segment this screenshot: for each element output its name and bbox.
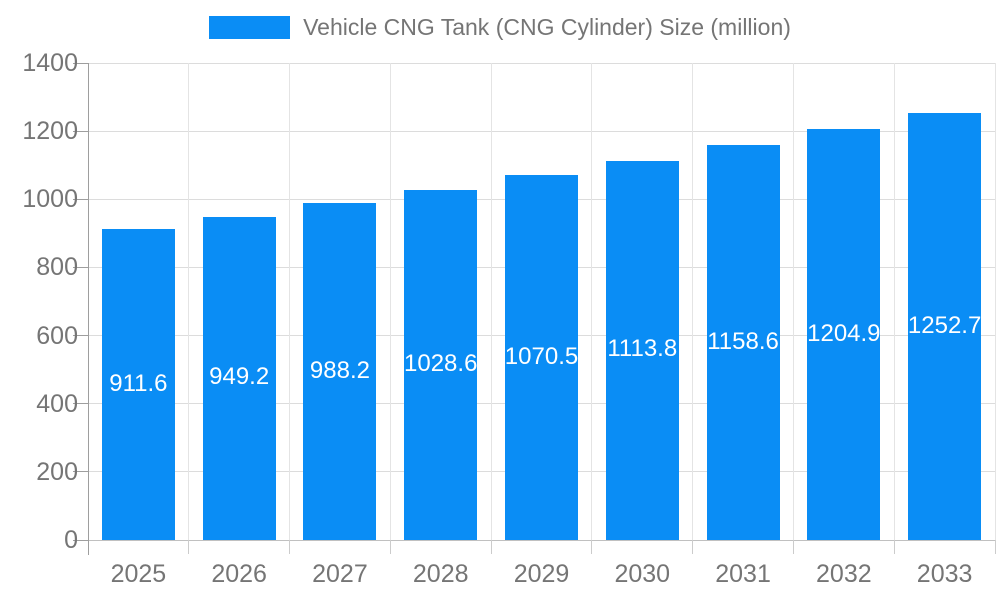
bar-2030[interactable] — [605, 160, 679, 540]
legend[interactable]: Vehicle CNG Tank (CNG Cylinder) Size (mi… — [0, 14, 1000, 41]
y-tick — [73, 471, 88, 473]
bar-2025[interactable] — [101, 229, 175, 540]
bar-2033[interactable] — [908, 113, 982, 540]
legend-label: Vehicle CNG Tank (CNG Cylinder) Size (mi… — [303, 14, 791, 40]
legend-swatch — [209, 16, 291, 39]
bar-value-label: 1204.9 — [807, 319, 881, 347]
y-axis-label: 600 — [36, 321, 78, 350]
x-axis-label: 2025 — [110, 560, 167, 588]
x-tick — [591, 540, 593, 554]
x-tick — [490, 540, 492, 554]
y-tick — [73, 266, 88, 268]
x-axis-label: 2026 — [211, 560, 267, 588]
bar-value-label: 1158.6 — [707, 327, 779, 355]
y-axis-label: 0 — [64, 526, 78, 554]
bar-value-label: 911.6 — [109, 369, 168, 397]
plot-area: 0 200 400 600 800 1000 1200 1400 911.6 2025 949.2 2… — [22, 50, 996, 588]
bar-value-label: 1070.5 — [504, 342, 579, 370]
x-axis-label: 2032 — [816, 560, 872, 588]
y-axis-label: 1200 — [22, 117, 78, 146]
x-gridline — [792, 63, 794, 540]
bar-2032[interactable] — [807, 129, 881, 540]
x-axis-label: 2029 — [513, 560, 570, 588]
y-gridline — [88, 130, 995, 132]
x-axis-label: 2031 — [715, 560, 771, 588]
x-axis-label: 2027 — [312, 560, 368, 588]
y-axis-line — [88, 63, 89, 555]
x-gridline — [188, 63, 190, 540]
bar-2031[interactable] — [706, 145, 780, 540]
x-tick — [289, 540, 291, 554]
x-gridline — [994, 63, 996, 540]
x-gridline — [289, 63, 291, 540]
x-tick — [994, 540, 996, 554]
bar-value-label: 949.2 — [209, 363, 270, 391]
x-axis-label: 2028 — [412, 560, 469, 588]
x-tick — [692, 540, 694, 554]
y-tick — [73, 403, 88, 405]
x-gridline — [490, 63, 492, 540]
y-tick — [73, 539, 88, 541]
x-gridline — [893, 63, 895, 540]
x-axis-label: 2030 — [614, 560, 671, 588]
x-tick — [389, 540, 391, 554]
y-axis-label: 400 — [36, 389, 78, 418]
x-axis-label: 2033 — [916, 560, 973, 588]
y-axis-label: 1000 — [22, 185, 78, 214]
y-axis-label: 800 — [36, 253, 78, 282]
bar-2026[interactable] — [202, 216, 276, 540]
y-gridline — [88, 62, 995, 64]
y-axis-label: 1400 — [22, 49, 78, 77]
x-tick — [893, 540, 895, 554]
bar-value-label: 1113.8 — [607, 335, 678, 363]
x-gridline — [389, 63, 391, 540]
y-tick — [73, 62, 88, 64]
bar-value-label: 988.2 — [309, 356, 370, 384]
y-axis-label: 200 — [36, 457, 78, 486]
x-gridline — [692, 63, 694, 540]
y-tick — [73, 198, 88, 200]
bar-2027[interactable] — [303, 203, 377, 540]
bar-value-label: 1028.6 — [404, 349, 478, 377]
bar-value-label: 1252.7 — [907, 311, 982, 339]
y-gridline — [88, 539, 995, 541]
y-tick — [73, 130, 88, 132]
x-tick — [188, 540, 190, 554]
bar-2029[interactable] — [505, 175, 578, 540]
bar-2028[interactable] — [404, 189, 478, 540]
y-tick — [73, 335, 88, 337]
x-tick — [792, 540, 794, 554]
x-gridline — [591, 63, 593, 540]
